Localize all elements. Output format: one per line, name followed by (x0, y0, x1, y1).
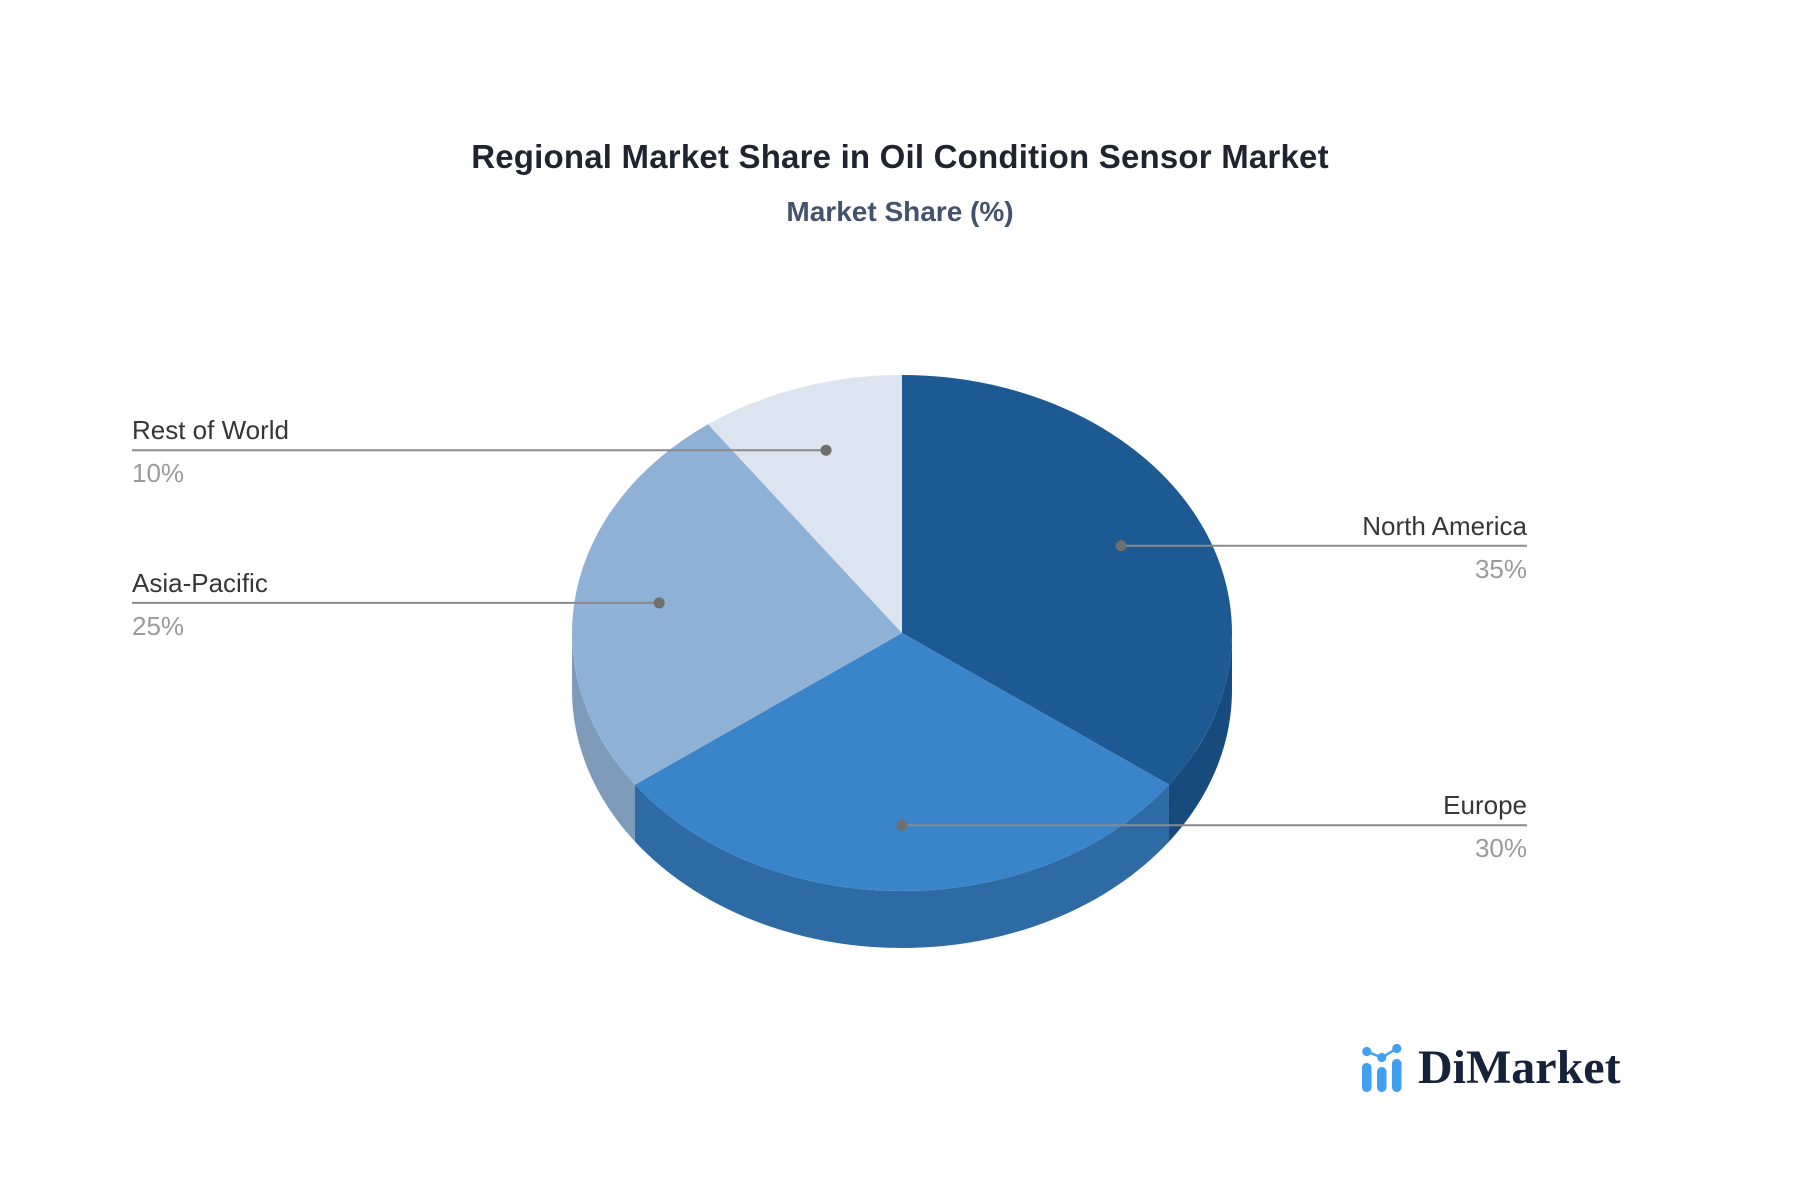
callout-dot-asia-pacific (653, 597, 665, 609)
bar-line-chart-icon (1362, 1043, 1402, 1092)
pie-slice-rest-of-world (708, 375, 902, 633)
callout-europe: Europe 30% (1443, 789, 1527, 864)
slice-label: Asia-Pacific (132, 567, 268, 598)
slice-label: Europe (1443, 790, 1527, 821)
dimarket-logo: DiMarket (1360, 1042, 1621, 1094)
slice-label: Rest of World (132, 415, 290, 446)
pie-slice-europe (635, 633, 1169, 891)
callout-dot-north-america (1115, 540, 1127, 552)
pie-slice-north-america (902, 375, 1232, 785)
callout-asia-pacific: Asia-Pacific 25% (132, 567, 268, 642)
callout-north-america: North America 35% (1362, 510, 1527, 585)
pie-slice-asia-pacific (572, 424, 902, 785)
callout-dot-europe (896, 819, 908, 831)
logo-text: DiMarket (1418, 1041, 1621, 1094)
slice-label: North America (1362, 510, 1527, 541)
chart-title: Regional Market Share in Oil Condition S… (471, 138, 1329, 175)
callout-rest-of-world: Rest of World 10% (132, 414, 289, 489)
slice-value: 35% (1474, 553, 1527, 584)
callout-dot-rest-of-world (820, 444, 832, 456)
pie-side-europe (635, 784, 1169, 948)
slice-value: 25% (132, 610, 185, 641)
chart-subtitle: Market Share (%) (786, 196, 1014, 227)
slice-value: 30% (1474, 833, 1527, 864)
pie-side-asia-pacific (572, 633, 636, 842)
slice-value: 10% (132, 458, 185, 489)
pie-side-north-america (1168, 633, 1232, 842)
